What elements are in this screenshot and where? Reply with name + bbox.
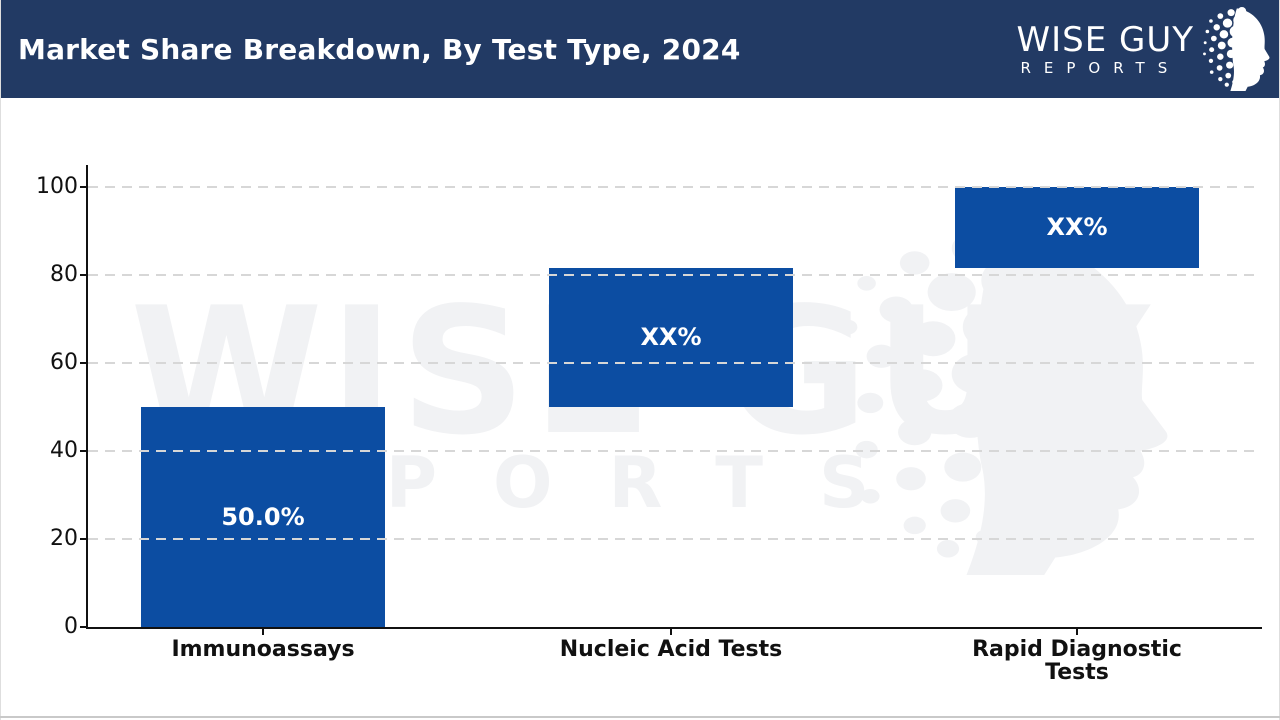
y-tick-label: 0: [64, 614, 78, 639]
bar-2: XX%: [549, 267, 793, 407]
header: Market Share Breakdown, By Test Type, 20…: [0, 0, 1280, 98]
x-tick-mark: [1076, 629, 1078, 635]
y-tick-mark: [80, 186, 86, 188]
y-tick-mark: [80, 538, 86, 540]
bar-3: XX%: [955, 187, 1199, 268]
y-tick-label: 20: [50, 526, 78, 551]
x-tick-mark: [670, 629, 672, 635]
y-tick-mark: [80, 450, 86, 452]
y-tick-label: 60: [50, 350, 78, 375]
bar-value-label: XX%: [1046, 213, 1108, 242]
x-category-label: Immunoassays: [171, 637, 355, 662]
x-category-label: Rapid Diagnostic Tests: [972, 637, 1182, 685]
y-tick-label: 40: [50, 438, 78, 463]
brand-logo: WISE GUY REPORTS: [1016, 7, 1280, 91]
x-tick-mark: [262, 629, 264, 635]
chart-title: Market Share Breakdown, By Test Type, 20…: [18, 32, 741, 66]
x-axis-line: [86, 627, 1262, 629]
y-tick-mark: [80, 362, 86, 364]
watermark-head-icon: [825, 225, 1168, 575]
y-tick-label: 100: [36, 174, 78, 199]
y-tick-mark: [80, 274, 86, 276]
y-tick-mark: [80, 626, 86, 628]
bar-value-label: 50.0%: [221, 503, 305, 531]
bar-value-label: XX%: [640, 323, 702, 352]
brand-subtitle: REPORTS: [1020, 58, 1181, 77]
y-axis-line: [86, 165, 88, 629]
bottom-divider: [0, 716, 1280, 718]
brand-name: WISE GUY: [1016, 19, 1194, 60]
y-tick-label: 80: [50, 262, 78, 287]
brand-head-icon: [1203, 7, 1270, 91]
bar-1: 50.0%: [141, 407, 385, 627]
x-category-label: Nucleic Acid Tests: [559, 637, 783, 662]
